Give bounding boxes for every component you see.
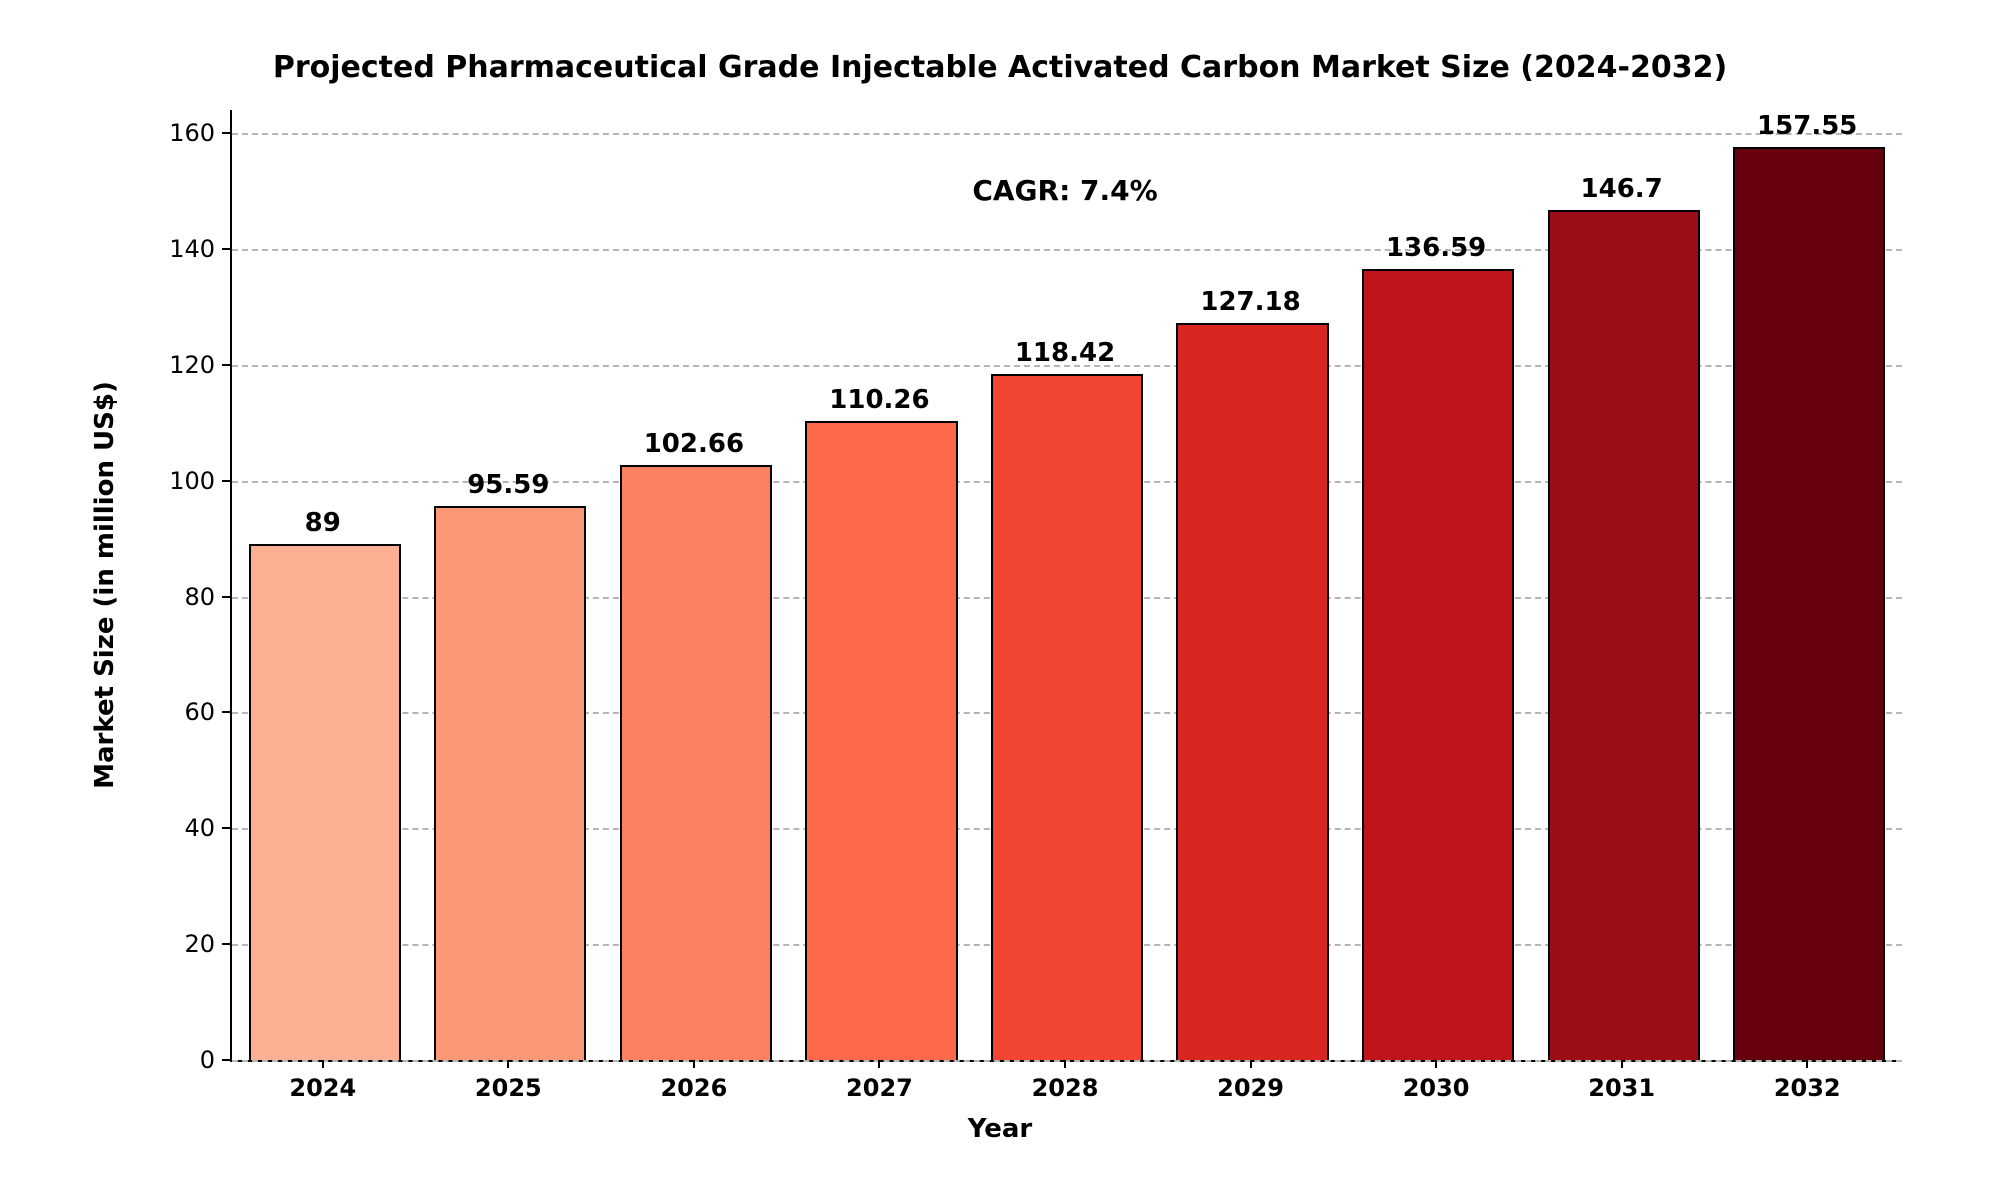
y-axis-label: Market Size (in million US$) [90,381,120,789]
x-tick-label: 2028 [1032,1074,1099,1102]
x-tick-mark [878,1060,880,1068]
bar-value-label: 102.66 [644,429,744,459]
y-tick-label: 80 [160,583,215,611]
y-tick-mark [222,1059,230,1061]
x-tick-label: 2031 [1588,1074,1655,1102]
y-tick-label: 40 [160,814,215,842]
bar-value-label: 89 [305,508,341,538]
x-tick-label: 2026 [660,1074,727,1102]
y-tick-mark [222,943,230,945]
y-tick-mark [222,364,230,366]
bar [805,421,957,1060]
bar-value-label: 110.26 [829,385,929,415]
x-tick-label: 2025 [475,1074,542,1102]
x-tick-label: 2030 [1403,1074,1470,1102]
bar [434,506,586,1060]
y-tick-label: 160 [160,119,215,147]
y-tick-mark [222,248,230,250]
chart-container: Projected Pharmaceutical Grade Injectabl… [60,40,1940,1160]
bar [620,465,772,1060]
x-tick-label: 2024 [289,1074,356,1102]
bar [1362,269,1514,1060]
bar-value-label: 136.59 [1386,233,1486,263]
bar-value-label: 127.18 [1200,287,1300,317]
cagr-annotation: CAGR: 7.4% [972,174,1157,207]
x-axis-label: Year [60,1114,1940,1144]
grid-line [232,1060,1902,1062]
bar [1176,323,1328,1060]
y-tick-label: 20 [160,930,215,958]
x-tick-mark [1064,1060,1066,1068]
chart-title: Projected Pharmaceutical Grade Injectabl… [60,50,1940,85]
bar [991,374,1143,1060]
y-tick-mark [222,596,230,598]
y-tick-mark [222,480,230,482]
bar-value-label: 157.55 [1757,111,1857,141]
bar-value-label: 118.42 [1015,338,1115,368]
bar [1733,147,1885,1060]
y-tick-label: 120 [160,351,215,379]
x-tick-mark [1250,1060,1252,1068]
grid-line [232,133,1902,135]
y-tick-label: 100 [160,467,215,495]
y-tick-label: 140 [160,235,215,263]
bar-value-label: 146.7 [1581,174,1663,204]
x-tick-mark [322,1060,324,1068]
x-tick-mark [1806,1060,1808,1068]
y-tick-mark [222,711,230,713]
x-tick-label: 2032 [1774,1074,1841,1102]
bar [249,544,401,1060]
x-tick-mark [1435,1060,1437,1068]
y-tick-label: 60 [160,698,215,726]
x-tick-mark [693,1060,695,1068]
plot-area [230,110,1902,1062]
bar-value-label: 95.59 [467,470,549,500]
bar [1548,210,1700,1060]
y-tick-mark [222,132,230,134]
x-tick-mark [507,1060,509,1068]
x-tick-label: 2027 [846,1074,913,1102]
y-tick-label: 0 [160,1046,215,1074]
y-tick-mark [222,827,230,829]
x-tick-label: 2029 [1217,1074,1284,1102]
x-tick-mark [1621,1060,1623,1068]
